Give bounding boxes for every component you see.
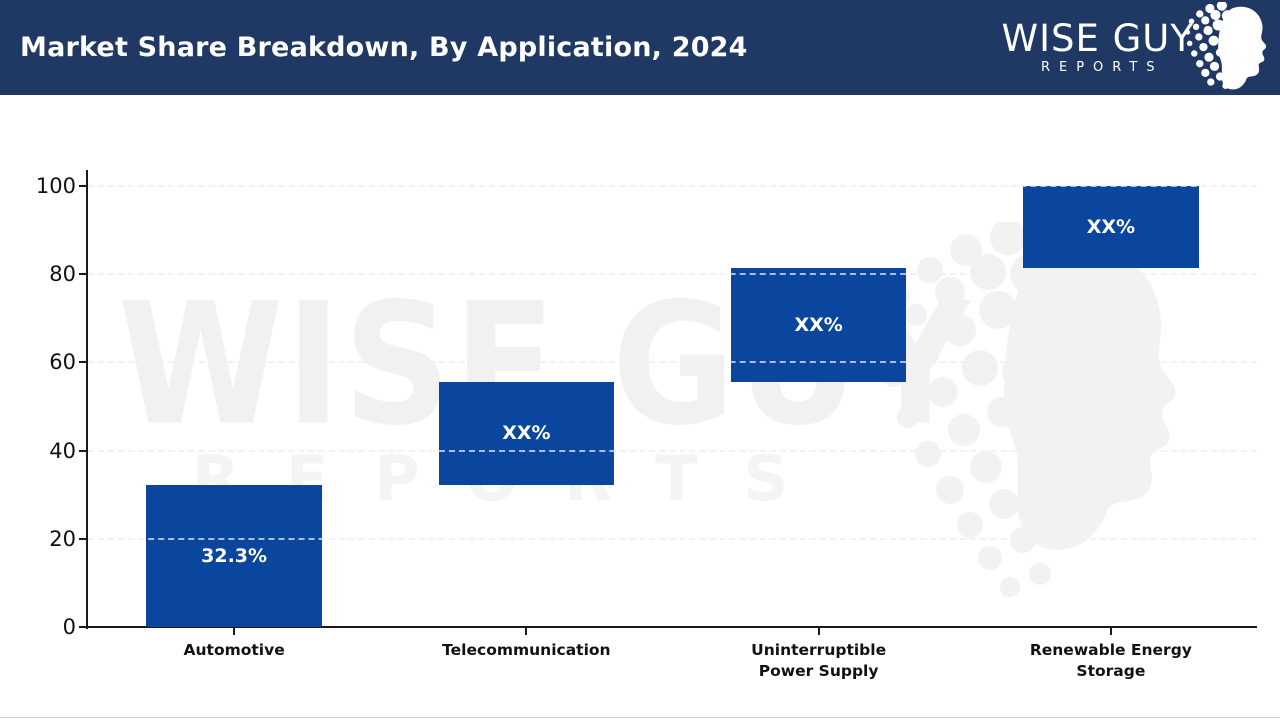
page-title: Market Share Breakdown, By Application, … bbox=[20, 32, 748, 63]
x-tick bbox=[1109, 628, 1112, 635]
bar-value-label: XX% bbox=[1086, 215, 1136, 238]
category-label: Automotive bbox=[183, 641, 285, 659]
bar: XX% bbox=[1023, 186, 1199, 268]
plot-area: 32.3% Automotive XX% Telecommunication XX% Un… bbox=[79, 170, 1257, 680]
x-tick bbox=[525, 628, 528, 635]
gridline-overlay bbox=[88, 273, 1257, 276]
y-tick-label: 0 bbox=[62, 615, 76, 639]
bar: XX% bbox=[438, 382, 615, 485]
y-tick-label: 40 bbox=[49, 438, 76, 463]
logo-text: WISE GUY REPORTS bbox=[1001, 16, 1194, 76]
category-label: Uninterruptible Power Supply bbox=[751, 641, 887, 680]
category-label: Renewable Energy Storage bbox=[1029, 641, 1192, 680]
y-tick bbox=[79, 537, 87, 540]
x-tick bbox=[233, 628, 236, 635]
x-axis-spine bbox=[86, 626, 1257, 628]
y-tick bbox=[79, 273, 87, 276]
footer-divider bbox=[0, 717, 1280, 718]
y-axis-spine bbox=[86, 170, 88, 629]
bar: XX% bbox=[730, 267, 907, 383]
y-tick-label: 80 bbox=[49, 262, 76, 287]
y-tick-label: 100 bbox=[35, 174, 76, 198]
y-tick-label: 20 bbox=[49, 526, 76, 551]
category-label: Telecommunication bbox=[442, 641, 611, 659]
watermark-head-icon bbox=[878, 222, 1176, 597]
bar-value-label: XX% bbox=[502, 422, 551, 445]
gridline-overlay bbox=[88, 449, 1257, 452]
y-tick bbox=[79, 185, 87, 187]
x-tick bbox=[817, 628, 820, 635]
bar-value-label: 32.3% bbox=[201, 544, 268, 567]
gridline-overlay bbox=[88, 361, 1257, 364]
gridline-overlay bbox=[88, 185, 1257, 187]
y-tick bbox=[79, 361, 87, 364]
logo-subtext: REPORTS bbox=[1040, 60, 1164, 76]
brand-logo: WISE GUY REPORTS bbox=[1002, 0, 1272, 95]
logo-wordmark: WISE GUY bbox=[1001, 16, 1194, 60]
y-tick bbox=[79, 449, 87, 452]
y-axis: 0 20 40 60 80 100 bbox=[0, 170, 76, 639]
bar-value-label: XX% bbox=[794, 313, 843, 336]
header: Market Share Breakdown, By Application, … bbox=[0, 0, 1280, 95]
y-tick bbox=[79, 626, 87, 628]
logo-head-icon bbox=[1185, 1, 1267, 89]
gridline-overlay bbox=[88, 537, 1257, 540]
bar: 32.3% bbox=[146, 484, 322, 627]
y-tick-label: 60 bbox=[49, 350, 76, 375]
